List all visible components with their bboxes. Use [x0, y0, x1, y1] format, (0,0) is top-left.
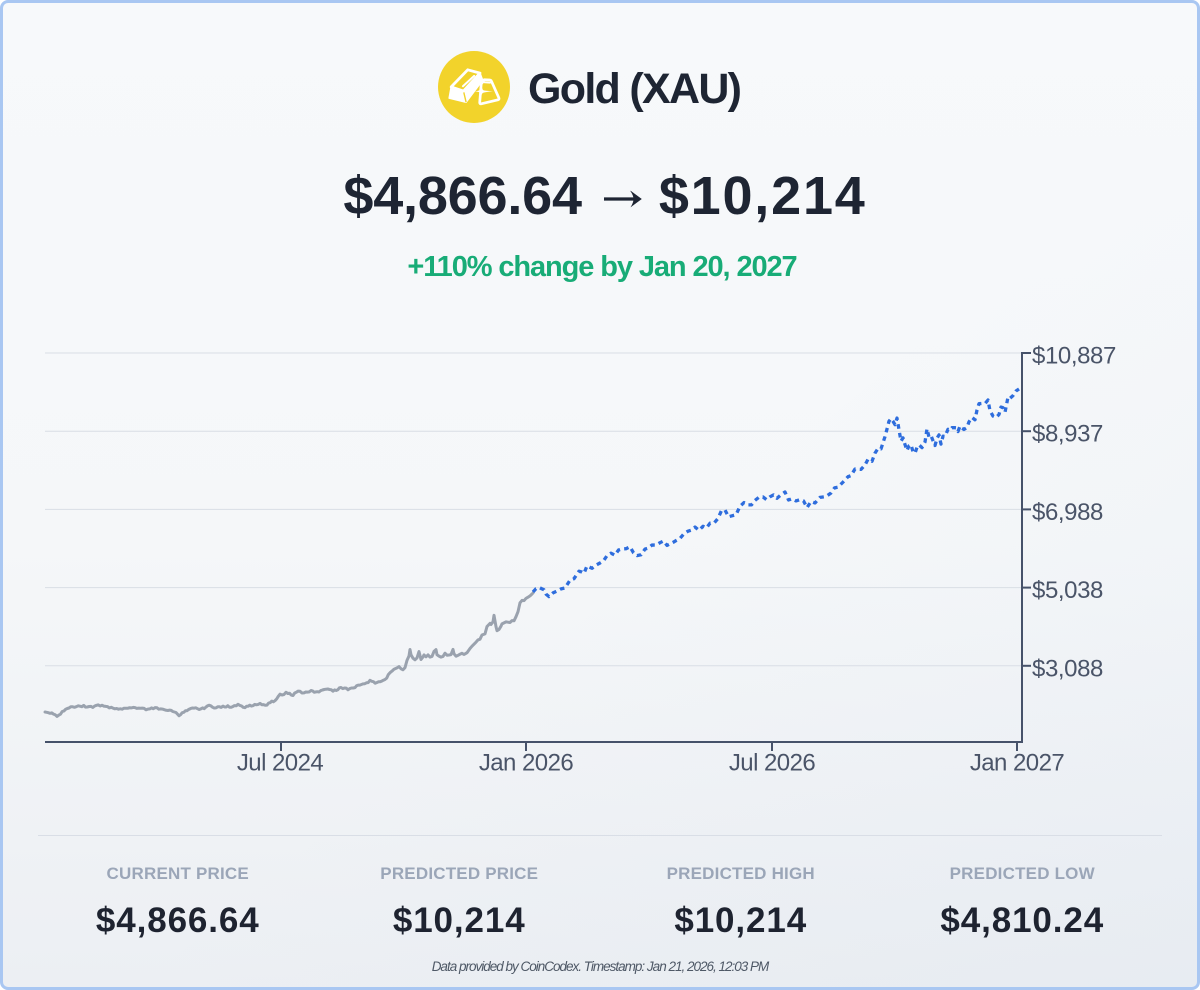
- svg-text:$8,937: $8,937: [1032, 421, 1103, 448]
- svg-text:$5,038: $5,038: [1032, 577, 1103, 604]
- svg-text:$10,887: $10,887: [1032, 343, 1116, 370]
- svg-text:$6,988: $6,988: [1032, 499, 1103, 526]
- svg-text:Jan 2027: Jan 2027: [970, 750, 1065, 777]
- svg-text:Jan 2026: Jan 2026: [479, 750, 574, 777]
- svg-text:Jul 2024: Jul 2024: [237, 750, 324, 777]
- svg-text:$3,088: $3,088: [1032, 655, 1103, 682]
- svg-text:Jul 2026: Jul 2026: [729, 750, 816, 777]
